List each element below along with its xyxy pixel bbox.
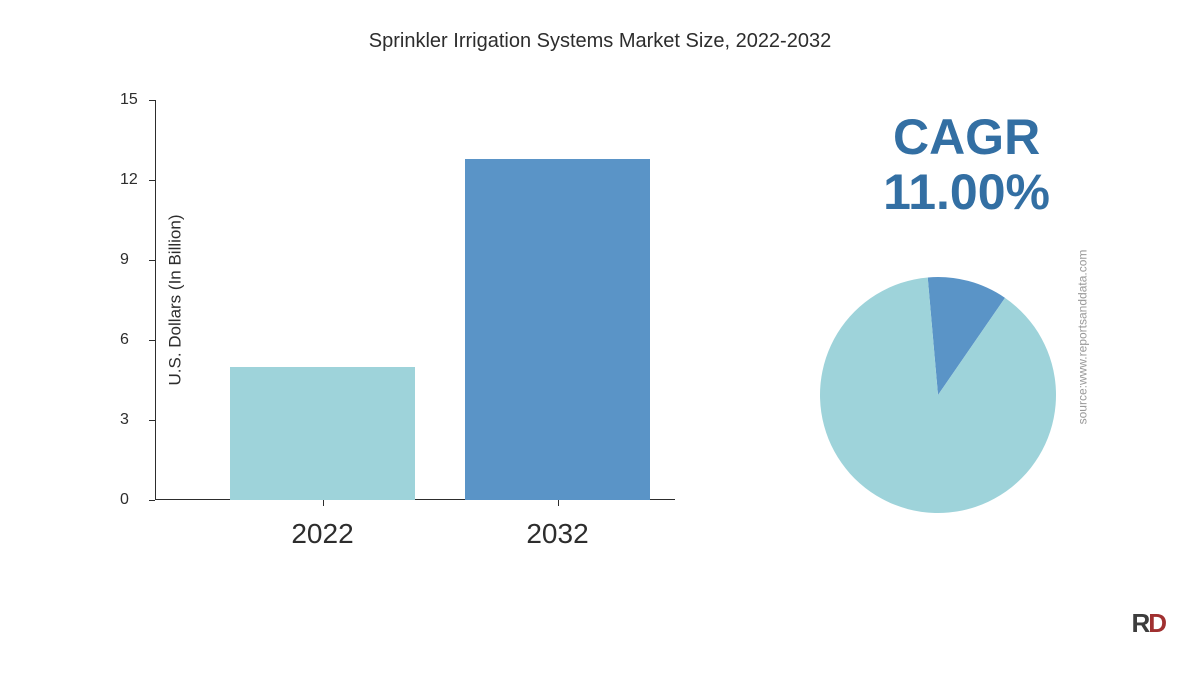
y-tick-label: 3 — [120, 411, 129, 429]
x-label-2022: 2022 — [291, 518, 353, 550]
y-tick-label: 9 — [120, 251, 129, 269]
logo-r: R — [1131, 608, 1148, 638]
bar-2032 — [465, 159, 650, 500]
y-tick-label: 12 — [120, 171, 138, 189]
y-tick-mark — [149, 100, 155, 101]
y-tick-mark — [149, 340, 155, 341]
logo: RD — [1131, 608, 1165, 639]
bar-2022 — [230, 367, 415, 500]
x-label-2032: 2032 — [526, 518, 588, 550]
y-tick-label: 6 — [120, 331, 129, 349]
y-axis-line — [155, 100, 156, 500]
x-tick-mark — [558, 500, 559, 506]
y-axis-label: U.S. Dollars (In Billion) — [166, 215, 186, 386]
chart-title: Sprinkler Irrigation Systems Market Size… — [369, 30, 831, 53]
cagr-label: CAGR — [883, 110, 1050, 165]
cagr-block: CAGR 11.00% — [883, 110, 1050, 220]
bar-chart: U.S. Dollars (In Billion) 03691215 20222… — [155, 100, 675, 500]
y-tick-label: 15 — [120, 91, 138, 109]
logo-d: D — [1148, 608, 1165, 638]
y-tick-mark — [149, 420, 155, 421]
x-tick-mark — [323, 500, 324, 506]
cagr-value: 11.00% — [883, 165, 1050, 220]
source-attribution: source:www.reportsanddata.com — [1076, 250, 1090, 425]
y-tick-mark — [149, 500, 155, 501]
y-tick-mark — [149, 180, 155, 181]
pie-chart — [818, 275, 1058, 515]
y-tick-mark — [149, 260, 155, 261]
y-tick-label: 0 — [120, 491, 129, 509]
